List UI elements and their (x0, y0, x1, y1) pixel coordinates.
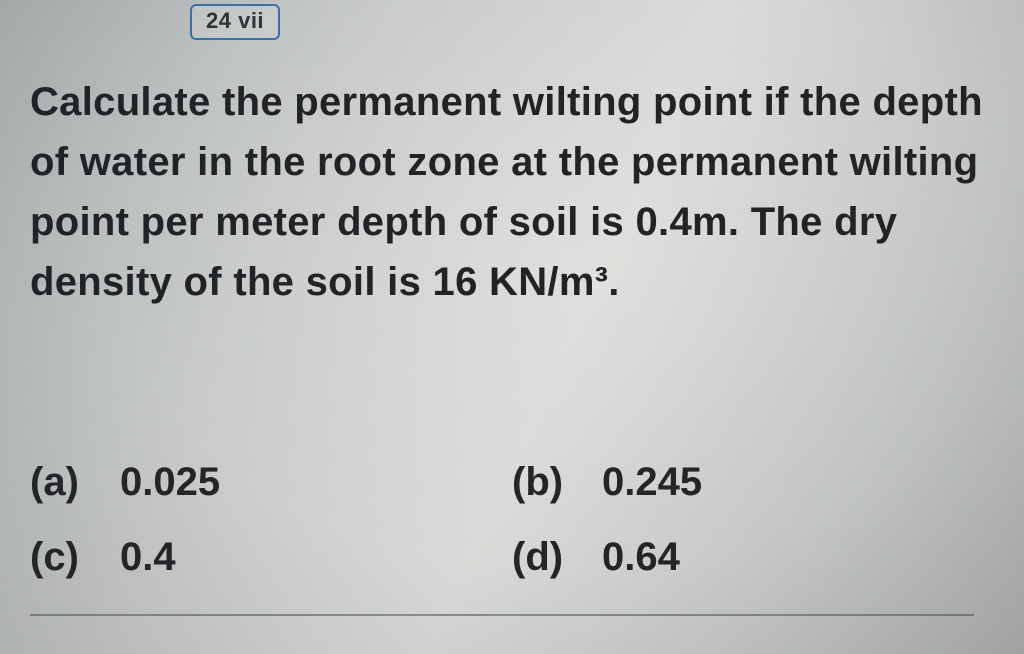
option-label: (a) (30, 460, 100, 505)
option-label: (b) (512, 460, 582, 505)
option-value: 0.245 (602, 460, 702, 505)
option-label: (d) (512, 535, 582, 580)
option-value: 0.64 (602, 535, 680, 580)
option-a: (a) 0.025 (30, 460, 472, 505)
option-label: (c) (30, 535, 100, 580)
option-c: (c) 0.4 (30, 535, 472, 580)
option-b: (b) 0.245 (512, 460, 954, 505)
cropped-tab-fragment: 24 vii (190, 4, 280, 40)
page-content: 24 vii Calculate the permanent wilting p… (30, 10, 994, 644)
answer-options: (a) 0.025 (b) 0.245 (c) 0.4 (d) 0.64 (30, 460, 954, 580)
option-d: (d) 0.64 (512, 535, 954, 580)
option-value: 0.025 (120, 460, 220, 505)
option-value: 0.4 (120, 535, 176, 580)
horizontal-divider (30, 614, 974, 616)
question-text: Calculate the permanent wilting point if… (30, 72, 994, 312)
